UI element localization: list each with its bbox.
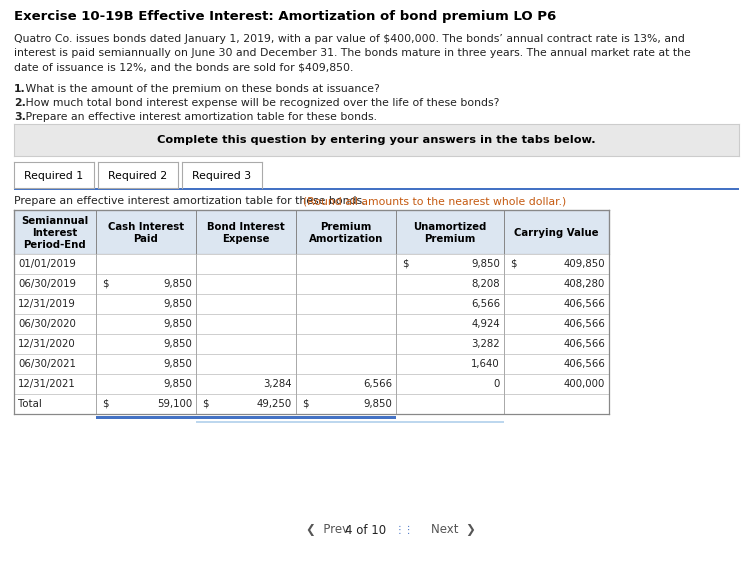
Text: Prepare an effective interest amortization table for these bonds.: Prepare an effective interest amortizati… [14, 196, 369, 206]
Text: 9,850: 9,850 [163, 379, 192, 389]
Text: Amortization: Amortization [309, 234, 383, 244]
Text: Required 3: Required 3 [193, 171, 252, 181]
Text: $: $ [102, 279, 108, 289]
Text: 6,566: 6,566 [471, 299, 500, 309]
Text: Carrying Value: Carrying Value [514, 228, 599, 238]
Text: 12/31/2020: 12/31/2020 [18, 339, 76, 349]
Text: 49,250: 49,250 [257, 399, 292, 409]
Text: Paid: Paid [133, 234, 158, 244]
Text: interest is paid semiannually on June 30 and December 31. The bonds mature in th: interest is paid semiannually on June 30… [14, 48, 691, 58]
Text: Required 2: Required 2 [108, 171, 168, 181]
Text: 4 of 10: 4 of 10 [346, 523, 386, 537]
Text: 12/31/2019: 12/31/2019 [18, 299, 76, 309]
Text: 406,566: 406,566 [563, 339, 605, 349]
Text: 1,640: 1,640 [471, 359, 500, 369]
Text: 406,566: 406,566 [563, 319, 605, 329]
Text: 1.: 1. [14, 84, 26, 94]
Text: 6,566: 6,566 [363, 379, 392, 389]
Text: Quatro Co. issues bonds dated January 1, 2019, with a par value of $400,000. The: Quatro Co. issues bonds dated January 1,… [14, 34, 685, 44]
Text: 9,850: 9,850 [163, 359, 192, 369]
Text: ⋮⋮: ⋮⋮ [395, 525, 413, 535]
Text: 9,850: 9,850 [363, 399, 392, 409]
Text: Expense: Expense [222, 234, 270, 244]
Text: 9,850: 9,850 [163, 339, 192, 349]
Text: 9,850: 9,850 [163, 319, 192, 329]
Text: 12/31/2021: 12/31/2021 [18, 379, 76, 389]
Text: ❮  Prev: ❮ Prev [306, 523, 349, 537]
Text: 01/01/2019: 01/01/2019 [18, 259, 76, 269]
Text: 4,924: 4,924 [471, 319, 500, 329]
Text: 06/30/2020: 06/30/2020 [18, 319, 76, 329]
Text: 406,566: 406,566 [563, 299, 605, 309]
Text: Prepare an effective interest amortization table for these bonds.: Prepare an effective interest amortizati… [22, 112, 377, 122]
Text: date of issuance is 12%, and the bonds are sold for $409,850.: date of issuance is 12%, and the bonds a… [14, 62, 353, 72]
Text: Exercise 10-19B Effective Interest: Amortization of bond premium LO P6: Exercise 10-19B Effective Interest: Amor… [14, 10, 556, 23]
Text: Total: Total [18, 399, 41, 409]
Text: 406,566: 406,566 [563, 359, 605, 369]
Text: 3.: 3. [14, 112, 26, 122]
Text: What is the amount of the premium on these bonds at issuance?: What is the amount of the premium on the… [22, 84, 380, 94]
Text: (Round all amounts to the nearest whole dollar.): (Round all amounts to the nearest whole … [303, 196, 566, 206]
Text: Complete this question by entering your answers in the tabs below.: Complete this question by entering your … [157, 135, 596, 145]
Text: $: $ [510, 259, 517, 269]
Text: Bond Interest: Bond Interest [207, 222, 285, 232]
Text: $: $ [102, 399, 108, 409]
Text: 400,000: 400,000 [564, 379, 605, 389]
Text: Interest: Interest [32, 228, 78, 238]
Text: Next  ❯: Next ❯ [431, 523, 476, 537]
Text: 2.: 2. [14, 98, 26, 108]
Text: Premium: Premium [424, 234, 476, 244]
Text: 3,284: 3,284 [264, 379, 292, 389]
Text: $: $ [402, 259, 408, 269]
Text: 06/30/2021: 06/30/2021 [18, 359, 76, 369]
Text: Semiannual: Semiannual [21, 216, 89, 226]
Text: Premium: Premium [320, 222, 372, 232]
Text: 409,850: 409,850 [563, 259, 605, 269]
Text: Required 1: Required 1 [24, 171, 84, 181]
Text: 59,100: 59,100 [157, 399, 192, 409]
Text: $: $ [202, 399, 209, 409]
Text: 9,850: 9,850 [471, 259, 500, 269]
Text: 9,850: 9,850 [163, 299, 192, 309]
Text: 8,208: 8,208 [471, 279, 500, 289]
Text: Cash Interest: Cash Interest [108, 222, 184, 232]
Text: 0: 0 [494, 379, 500, 389]
Text: 9,850: 9,850 [163, 279, 192, 289]
Text: 3,282: 3,282 [471, 339, 500, 349]
Text: 408,280: 408,280 [564, 279, 605, 289]
Text: How much total bond interest expense will be recognized over the life of these b: How much total bond interest expense wil… [22, 98, 499, 108]
Text: 06/30/2019: 06/30/2019 [18, 279, 76, 289]
Text: Period-End: Period-End [23, 240, 87, 250]
Text: $: $ [302, 399, 309, 409]
Text: Unamortized: Unamortized [413, 222, 486, 232]
